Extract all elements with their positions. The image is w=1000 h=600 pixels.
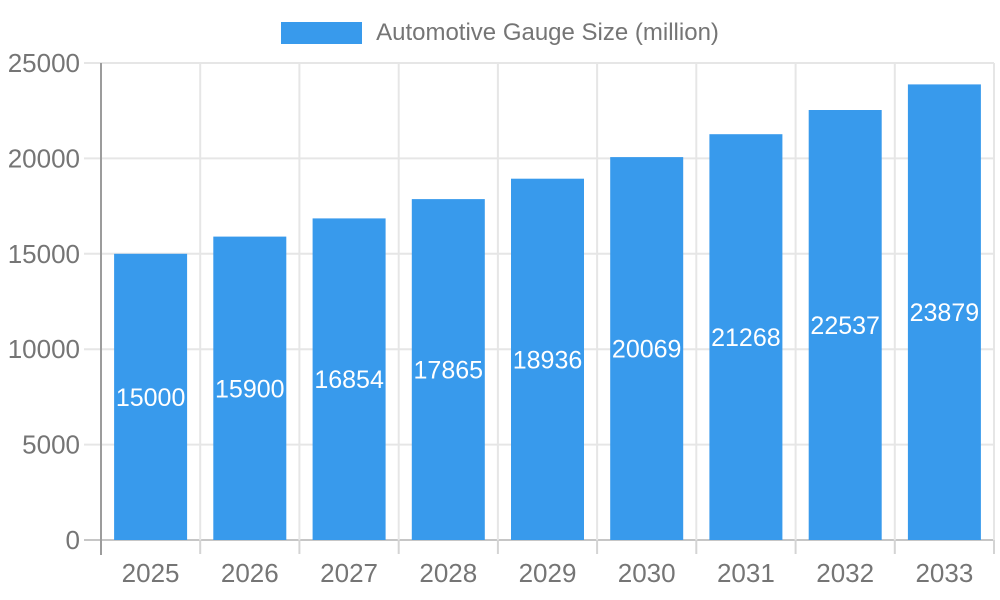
x-tick-label: 2028 bbox=[419, 558, 477, 588]
value-label: 22537 bbox=[810, 312, 880, 340]
value-labels: 15000 15900 16854 17865 18936 20069 21268 22537… bbox=[116, 299, 979, 412]
value-label: 18936 bbox=[513, 346, 583, 374]
value-label: 23879 bbox=[910, 299, 980, 327]
y-tick-label: 15000 bbox=[8, 239, 80, 269]
y-tick-label: 5000 bbox=[22, 430, 80, 460]
bar-2033[interactable] bbox=[907, 84, 981, 541]
x-tick-label: 2025 bbox=[122, 558, 180, 588]
bar-2028[interactable] bbox=[411, 199, 485, 540]
x-tick-label: 2032 bbox=[816, 558, 874, 588]
x-tick-label: 2027 bbox=[320, 558, 378, 588]
legend[interactable]: Automotive Gauge Size (million) bbox=[0, 19, 1000, 47]
x-tick-label: 2030 bbox=[618, 558, 676, 588]
bar-2025[interactable] bbox=[114, 253, 188, 541]
x-tick-label: 2026 bbox=[221, 558, 279, 588]
y-tick-label: 0 bbox=[66, 525, 80, 555]
legend-label: Automotive Gauge Size (million) bbox=[376, 19, 719, 46]
bar-2030[interactable] bbox=[610, 157, 684, 540]
y-tick-label: 20000 bbox=[8, 143, 80, 173]
x-axis-labels: 2025 2026 2027 2028 2029 2030 2031 2032 2033 bbox=[122, 558, 974, 588]
y-tick-label: 10000 bbox=[8, 334, 80, 364]
legend-swatch bbox=[281, 22, 363, 44]
bar-2026[interactable] bbox=[213, 236, 287, 540]
bar-2029[interactable] bbox=[511, 178, 584, 540]
value-label: 16854 bbox=[314, 366, 384, 394]
bar-series bbox=[114, 84, 981, 541]
value-label: 15900 bbox=[215, 375, 285, 403]
x-tick-label: 2029 bbox=[519, 558, 577, 588]
value-label: 17865 bbox=[414, 357, 484, 385]
value-label: 21268 bbox=[711, 324, 781, 352]
bar-2032[interactable] bbox=[808, 110, 882, 540]
x-tick-label: 2033 bbox=[915, 558, 973, 588]
y-axis-labels: 0 5000 10000 15000 20000 25000 bbox=[8, 48, 80, 555]
y-tick-label: 25000 bbox=[8, 48, 80, 78]
bar-2027[interactable] bbox=[312, 218, 386, 540]
x-tick-label: 2031 bbox=[717, 558, 775, 588]
value-label: 20069 bbox=[612, 336, 682, 364]
value-label: 15000 bbox=[116, 384, 186, 412]
bar-2031[interactable] bbox=[709, 134, 783, 540]
